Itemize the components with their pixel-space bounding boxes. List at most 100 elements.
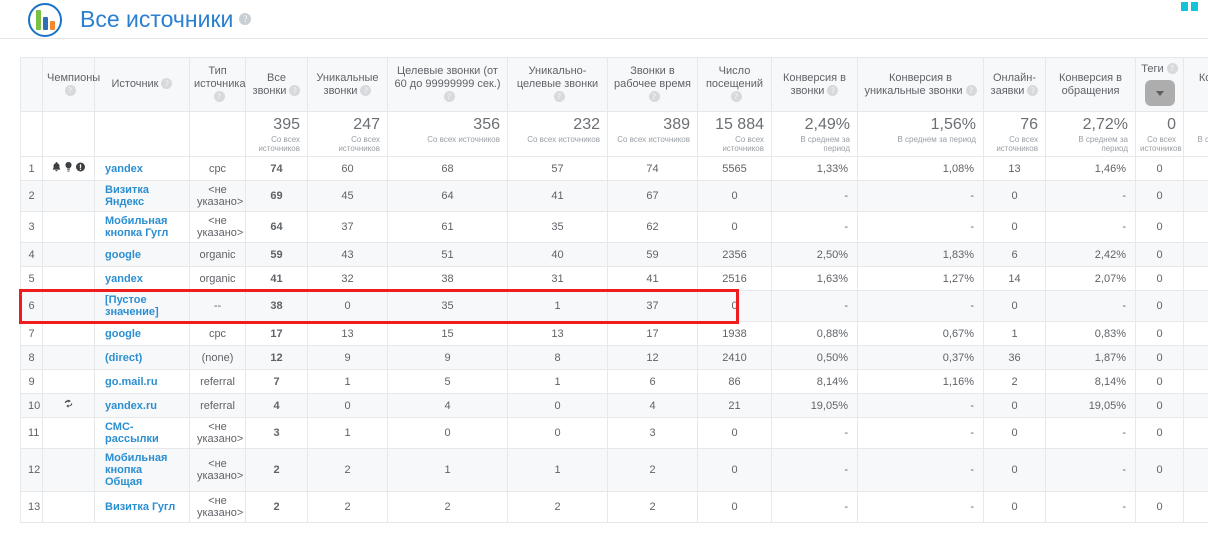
header-right-widget[interactable] bbox=[1181, 2, 1198, 11]
exclaim-icon[interactable] bbox=[76, 162, 85, 172]
row-conversion-unique-calls: 1,16% bbox=[857, 369, 984, 394]
column-header-conversion-calls[interactable]: Конверсия в звонки? bbox=[771, 57, 858, 112]
row-visits: 5565 bbox=[697, 156, 772, 181]
table-body: 395 Со всех источников 247 Со всех источ… bbox=[20, 111, 1208, 523]
source-link[interactable]: (direct) bbox=[105, 351, 143, 364]
row-source[interactable]: Визитка Яндекс bbox=[94, 180, 190, 212]
row-source[interactable]: Мобильная кнопка Гугл bbox=[94, 211, 190, 243]
table-row[interactable]: 2 Визитка Яндекс <не указано> 69 45 64 41 67 0- -… bbox=[20, 180, 1208, 212]
column-header-conversion-tags[interactable]: Конверсия по тегам bbox=[1183, 57, 1208, 112]
source-link[interactable]: google bbox=[105, 327, 142, 340]
help-icon[interactable]: ? bbox=[443, 91, 455, 102]
row-champions[interactable] bbox=[42, 393, 95, 418]
row-all-calls[interactable]: 69 bbox=[245, 180, 308, 212]
row-all-calls[interactable]: 41 bbox=[245, 266, 308, 291]
source-link[interactable]: yandex bbox=[105, 272, 143, 285]
source-link[interactable]: [Пустое значение] bbox=[105, 294, 159, 318]
row-unique-target-calls: 40 bbox=[507, 242, 608, 267]
row-source[interactable]: google bbox=[94, 321, 190, 346]
row-conversion-unique-calls: - bbox=[857, 417, 984, 449]
row-all-calls[interactable]: 12 bbox=[245, 345, 308, 370]
help-icon[interactable]: ? bbox=[1166, 63, 1178, 74]
row-all-calls[interactable]: 2 bbox=[245, 448, 308, 492]
row-conversion-unique-calls: 1,83% bbox=[857, 242, 984, 267]
table-row[interactable]: 10 yandex.ru referral 4 0 4 0 4 21 19,05% -0 19,05%… bbox=[20, 393, 1208, 418]
row-source[interactable]: СМС-рассылки bbox=[94, 417, 190, 449]
row-source[interactable]: (direct) bbox=[94, 345, 190, 370]
help-icon[interactable]: ? bbox=[730, 91, 742, 102]
row-conversion-tags: - bbox=[1183, 491, 1208, 523]
row-source[interactable]: [Пустое значение] bbox=[94, 290, 190, 322]
table-row[interactable]: 8 (direct) (none) 12 9 9 8 12 2410 0,50% 0,37% 36 1,… bbox=[20, 345, 1208, 370]
help-icon[interactable]: ? bbox=[213, 91, 225, 102]
table-row[interactable]: 12 Мобильная кнопка Общая <не указано> 2 2 1 1… bbox=[20, 448, 1208, 492]
column-header-source[interactable]: Источник? bbox=[94, 57, 190, 112]
help-icon[interactable]: ? bbox=[827, 84, 839, 96]
column-header-work-time-calls[interactable]: Звонки в рабочее время? bbox=[607, 57, 698, 112]
column-header-unique-target-calls[interactable]: Уникально-целевые звонки? bbox=[507, 57, 608, 112]
help-icon[interactable]: ? bbox=[289, 84, 301, 96]
row-all-calls[interactable]: 7 bbox=[245, 369, 308, 394]
table-row[interactable]: 7 google cpc 17 13 15 13 17 1938 0,88% 0,67% 1 0,83%… bbox=[20, 321, 1208, 346]
row-visits: 2516 bbox=[697, 266, 772, 291]
row-source[interactable]: go.mail.ru bbox=[94, 369, 190, 394]
help-icon[interactable]: ? bbox=[1027, 84, 1039, 96]
row-source[interactable]: yandex bbox=[94, 266, 190, 291]
row-all-calls[interactable]: 74 bbox=[245, 156, 308, 181]
source-link[interactable]: yandex bbox=[105, 162, 143, 175]
table-row[interactable]: 9 go.mail.ru referral 7 1 5 1 6 86 8,14% 1,16% 2 8,1… bbox=[20, 369, 1208, 394]
help-icon[interactable]: ? bbox=[648, 91, 660, 102]
source-link[interactable]: google bbox=[105, 248, 142, 261]
row-source[interactable]: google bbox=[94, 242, 190, 267]
source-link[interactable]: Визитка Яндекс bbox=[105, 184, 149, 208]
bell-icon[interactable] bbox=[52, 162, 61, 172]
source-link[interactable]: СМС-рассылки bbox=[105, 421, 159, 445]
table-row[interactable]: 1 yandex cpc 74 60 68 57 74 5565 1,33% 1,08% 13 1,46… bbox=[20, 156, 1208, 181]
row-source[interactable]: Визитка Гугл bbox=[94, 491, 190, 523]
row-champions[interactable] bbox=[42, 156, 95, 181]
column-header-conversion-appeals[interactable]: Конверсия в обращения bbox=[1045, 57, 1136, 112]
column-header-online-requests[interactable]: Онлайн-заявки? bbox=[983, 57, 1046, 112]
help-icon[interactable]: ? bbox=[553, 91, 565, 102]
help-icon[interactable]: ? bbox=[360, 84, 372, 96]
source-link[interactable]: Мобильная кнопка Гугл bbox=[105, 215, 169, 239]
bulb-icon[interactable] bbox=[64, 162, 73, 172]
row-all-calls[interactable]: 59 bbox=[245, 242, 308, 267]
column-header-visits[interactable]: Число посещений? bbox=[697, 57, 772, 112]
row-all-calls[interactable]: 3 bbox=[245, 417, 308, 449]
table-row[interactable]: 5 yandex organic 41 32 38 31 41 2516 1,63% 1,27% 14… bbox=[20, 266, 1208, 291]
column-header-source-type[interactable]: Тип источника? bbox=[189, 57, 246, 112]
table-row[interactable]: 4 google organic 59 43 51 40 59 2356 2,50% 1,83% 6 2… bbox=[20, 242, 1208, 267]
row-source[interactable]: yandex.ru bbox=[94, 393, 190, 418]
help-icon[interactable]: ? bbox=[965, 84, 977, 96]
row-all-calls[interactable]: 4 bbox=[245, 393, 308, 418]
column-header-unique-calls[interactable]: Уникальные звонки? bbox=[307, 57, 388, 112]
refresh-icon[interactable] bbox=[63, 399, 74, 410]
row-all-calls[interactable]: 2 bbox=[245, 491, 308, 523]
help-icon[interactable]: ? bbox=[161, 78, 173, 89]
source-link[interactable]: go.mail.ru bbox=[105, 375, 158, 388]
table-row[interactable]: 3 Мобильная кнопка Гугл <не указано> 64 37 61… bbox=[20, 211, 1208, 243]
column-header-champions[interactable]: Чемпионы? bbox=[42, 57, 100, 112]
help-icon[interactable]: ? bbox=[64, 84, 76, 96]
column-header-conversion-unique-calls[interactable]: Конверсия в уникальные звонки? bbox=[857, 57, 984, 112]
row-conversion-appeals: 8,14% bbox=[1045, 369, 1136, 394]
row-work-time-calls: 59 bbox=[607, 242, 698, 267]
column-header-tags[interactable]: Теги? bbox=[1135, 57, 1184, 112]
source-link[interactable]: yandex.ru bbox=[105, 399, 157, 412]
source-link[interactable]: Мобильная кнопка Общая bbox=[105, 452, 168, 488]
row-source[interactable]: Мобильная кнопка Общая bbox=[94, 448, 190, 492]
row-source[interactable]: yandex bbox=[94, 156, 190, 181]
help-icon[interactable]: ? bbox=[239, 13, 252, 25]
tags-dropdown-button[interactable] bbox=[1144, 80, 1175, 106]
row-all-calls[interactable]: 38 bbox=[245, 290, 308, 322]
row-online-requests: 0 bbox=[983, 491, 1046, 523]
column-header-target-calls[interactable]: Целевые звонки (от 60 до 99999999 сек.)? bbox=[387, 57, 508, 112]
row-all-calls[interactable]: 64 bbox=[245, 211, 308, 243]
source-link[interactable]: Визитка Гугл bbox=[105, 501, 176, 513]
column-header-all-calls[interactable]: Все звонки? bbox=[245, 57, 308, 112]
row-all-calls[interactable]: 17 bbox=[245, 321, 308, 346]
